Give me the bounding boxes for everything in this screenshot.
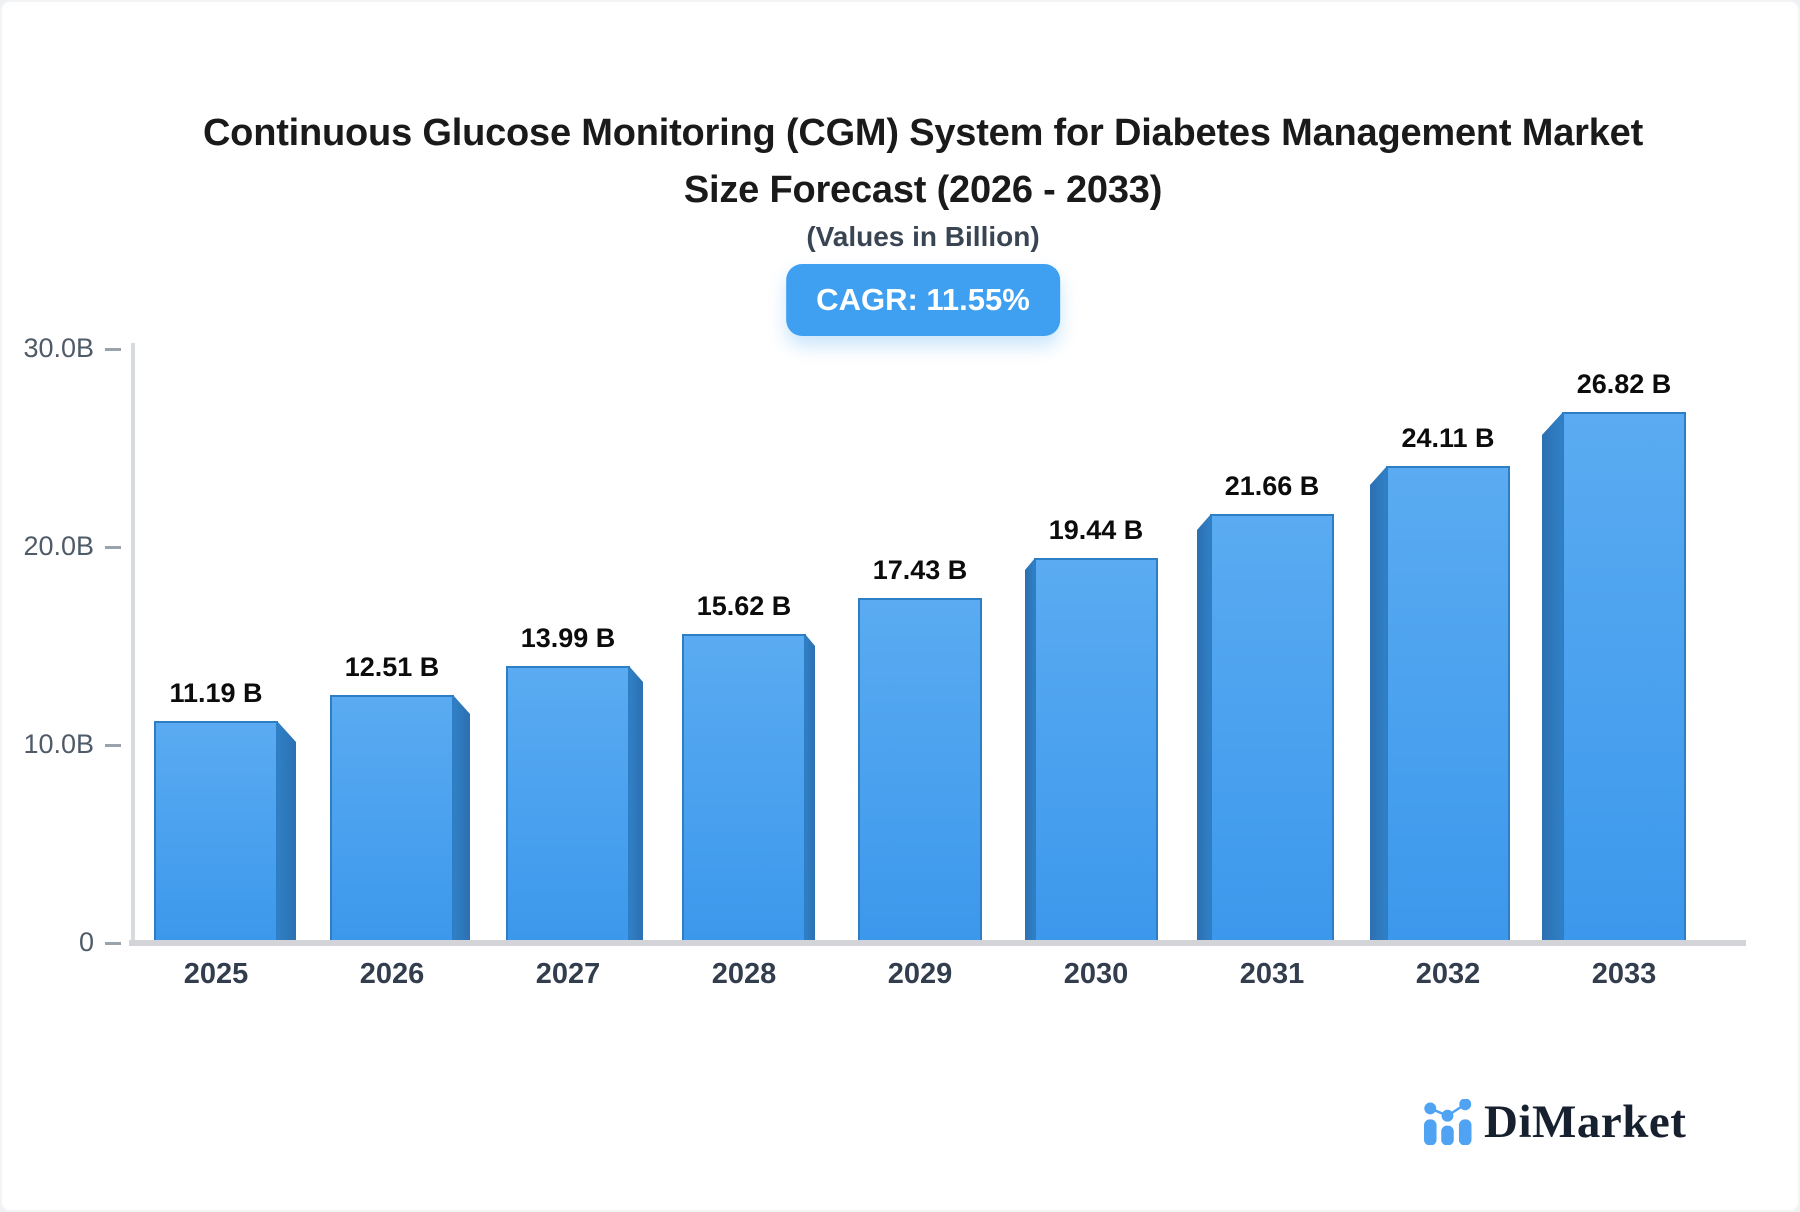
y-tick-mark xyxy=(105,347,121,351)
y-axis-line xyxy=(131,343,135,945)
bar-3d-side-2027 xyxy=(629,666,643,943)
y-tick-mark xyxy=(105,743,121,747)
bar-3d-side-2025 xyxy=(277,721,296,943)
bar-3d-side-2030 xyxy=(1025,558,1035,943)
y-tick-mark xyxy=(105,545,121,549)
bar-2028[interactable] xyxy=(682,634,806,943)
cagr-badge: CAGR: 11.55% xyxy=(786,264,1060,336)
bar-2027[interactable] xyxy=(506,666,630,943)
y-tick-label: 10.0B xyxy=(23,729,94,759)
bar-value-label-2025: 11.19 B xyxy=(169,678,263,708)
x-axis-label-2030: 2030 xyxy=(1063,958,1129,990)
bar-2033[interactable] xyxy=(1562,412,1686,943)
y-tick-label: 30.0B xyxy=(23,333,94,363)
x-axis-label-2033: 2033 xyxy=(1591,958,1657,990)
bar-2026[interactable] xyxy=(330,695,454,943)
bar-value-label-2033: 26.82 B xyxy=(1576,369,1672,399)
bar-value-label-2028: 15.62 B xyxy=(696,591,792,621)
bar-3d-side-2028 xyxy=(805,634,815,943)
x-axis-baseline xyxy=(129,940,1746,946)
x-axis-label-2031: 2031 xyxy=(1239,958,1305,990)
bar-2025[interactable] xyxy=(154,721,278,943)
brand-logo: DiMarket xyxy=(1424,1096,1686,1148)
bar-3d-side-2026 xyxy=(453,695,470,943)
bar-value-label-2027: 13.99 B xyxy=(520,623,616,653)
bar-2032[interactable] xyxy=(1386,466,1510,943)
bar-2029[interactable] xyxy=(858,598,982,943)
bar-value-label-2030: 19.44 B xyxy=(1048,515,1144,545)
bar-3d-side-2033 xyxy=(1542,412,1563,943)
bar-2030[interactable] xyxy=(1034,558,1158,943)
x-axis-label-2029: 2029 xyxy=(887,958,953,990)
y-tick-mark xyxy=(105,941,121,945)
bar-value-label-2026: 12.51 B xyxy=(344,652,440,682)
bar-value-label-2032: 24.11 B xyxy=(1401,423,1495,453)
x-axis-label-2032: 2032 xyxy=(1415,958,1481,990)
chart-title-line2: Size Forecast (2026 - 2033) xyxy=(683,169,1163,211)
chart-subtitle: (Values in Billion) xyxy=(806,221,1040,252)
bar-value-label-2031: 21.66 B xyxy=(1224,471,1320,501)
bar-chart-logo-icon xyxy=(1424,1099,1472,1145)
x-axis-label-2025: 2025 xyxy=(183,958,249,990)
y-tick-label: 20.0B xyxy=(23,531,94,561)
bar-2031[interactable] xyxy=(1210,514,1334,943)
x-axis-label-2028: 2028 xyxy=(711,958,777,990)
chart-title: Continuous Glucose Monitoring (CGM) Syst… xyxy=(23,105,1798,219)
bar-value-label-2029: 17.43 B xyxy=(872,555,968,585)
chart-title-line1: Continuous Glucose Monitoring (CGM) Syst… xyxy=(202,112,1644,154)
y-tick-label: 0 xyxy=(78,927,94,957)
x-axis-label-2027: 2027 xyxy=(535,958,601,990)
x-axis-label-2026: 2026 xyxy=(359,958,425,990)
bar-3d-side-2032 xyxy=(1370,466,1387,943)
bar-3d-side-2031 xyxy=(1197,514,1211,943)
brand-name: DiMarket xyxy=(1484,1096,1687,1148)
